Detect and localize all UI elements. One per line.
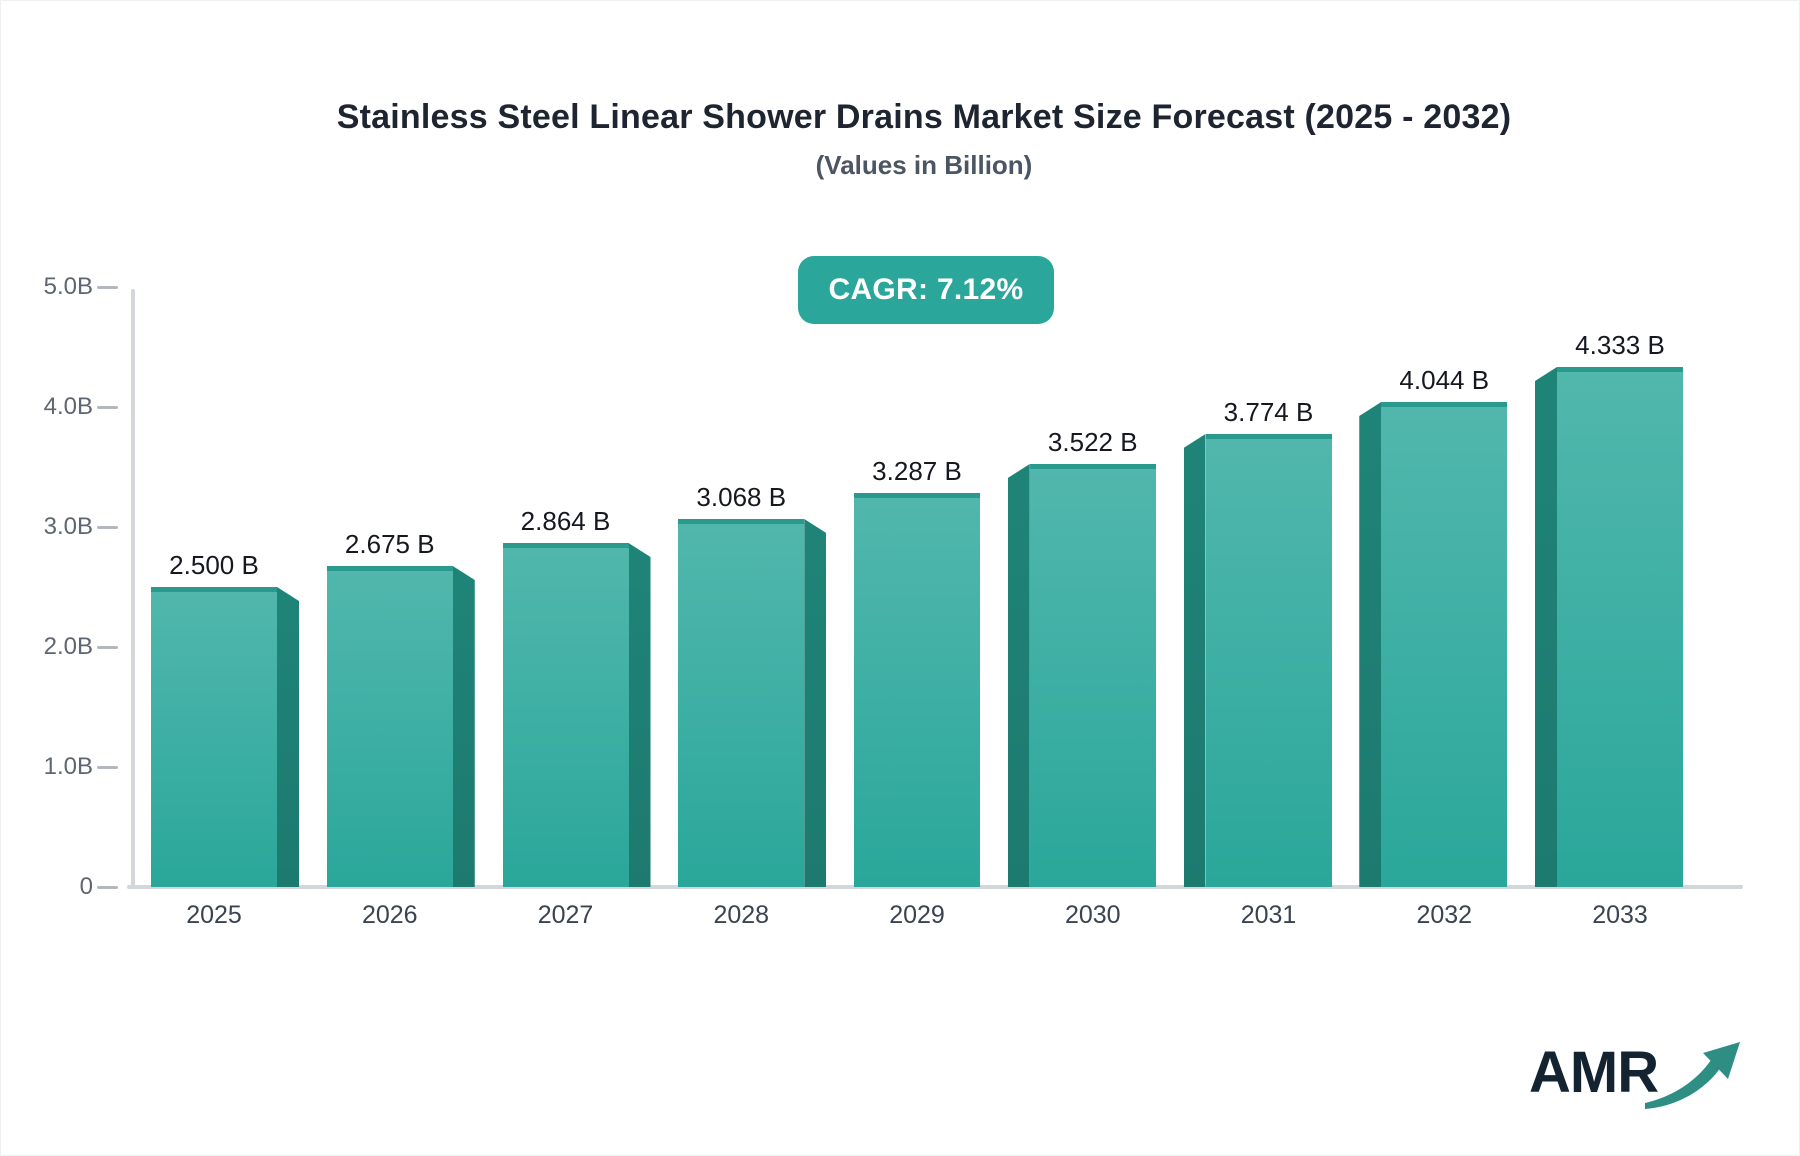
bar-side-face: [1535, 367, 1557, 887]
x-axis-label: 2033: [1592, 901, 1648, 929]
y-axis: 0 1.0B 2.0B 3.0B 4.0B 5.0B: [1, 273, 133, 900]
bar-2029: [854, 493, 980, 887]
x-axis-label: 2028: [713, 901, 770, 929]
amr-logo: AMR: [1529, 1035, 1740, 1121]
amr-logo-text: AMR: [1529, 1040, 1659, 1105]
bar-2027: [502, 543, 629, 887]
x-axis-label: 2031: [1240, 901, 1297, 929]
bar-2032: [1381, 402, 1508, 887]
bar-top-edge: [1205, 434, 1332, 439]
bar-top-edge: [1381, 402, 1508, 407]
bar-value-label: 3.522 B: [1047, 427, 1138, 457]
y-axis-tick: [97, 285, 118, 289]
bar-side-face: [452, 566, 475, 887]
bar-2030: [1029, 464, 1156, 887]
bar-value-label: 2.675 B: [344, 529, 435, 559]
bar-top-edge: [151, 587, 277, 592]
bar-side-face: [277, 587, 299, 887]
y-axis-tick: [97, 885, 118, 889]
x-axis-line: [127, 885, 1743, 889]
bar-2026: [326, 566, 453, 887]
bar-value-label: 2.500 B: [169, 550, 259, 580]
bar-2033: [1557, 367, 1683, 887]
bar-side-face: [628, 543, 651, 887]
bar-side-face: [1007, 464, 1030, 887]
x-axis-label: 2030: [1064, 901, 1121, 929]
bar-value-label: 4.044 B: [1399, 365, 1490, 395]
bar-value-label: 4.333 B: [1575, 330, 1665, 360]
bar-side-face: [1183, 434, 1206, 887]
bar-top-edge: [1029, 464, 1156, 469]
bar-2031: [1205, 434, 1332, 887]
x-axis: 2025 2026 2027 2028 2029 2030 2031 2032 2033: [133, 901, 1743, 941]
bar-top-edge: [1557, 367, 1683, 372]
chart-title: Stainless Steel Linear Shower Drains Mar…: [336, 98, 1512, 136]
bars-area: 2.500 B 2.675 B 2.864 B 3.068 B 3.287 B 3.522…: [133, 287, 1743, 887]
chart-subtitle: (Values in Billion): [815, 150, 1033, 180]
y-axis-tick: [97, 405, 118, 409]
y-axis-label: 1.0B: [43, 753, 93, 780]
x-axis-label: 2026: [361, 901, 418, 929]
bar-value-label: 2.864 B: [520, 506, 611, 536]
cagr-badge: CAGR: 7.12%: [798, 256, 1054, 324]
bar-top-edge: [854, 493, 980, 498]
bar-top-edge: [326, 566, 453, 571]
y-axis-tick: [97, 645, 118, 649]
growth-arrow-icon: [1645, 1042, 1740, 1109]
y-axis-label: 2.0B: [43, 633, 93, 660]
x-axis-label: 2029: [889, 901, 945, 929]
bar-value-label: 3.287 B: [872, 456, 962, 486]
bar-value-label: 3.774 B: [1223, 397, 1314, 427]
x-axis-label: 2032: [1416, 901, 1473, 929]
y-axis-label: 4.0B: [43, 393, 93, 420]
y-axis-tick: [97, 765, 118, 769]
bar-2025: [151, 587, 277, 887]
bar-2028: [678, 519, 805, 887]
bar-side-face: [1359, 402, 1382, 887]
x-axis-label: 2025: [186, 901, 242, 929]
bar-value-label: 3.068 B: [696, 482, 787, 512]
y-axis-label: 0: [79, 873, 93, 900]
y-axis-label: 5.0B: [43, 273, 93, 300]
bar-top-edge: [678, 519, 805, 524]
y-axis-label: 3.0B: [43, 513, 93, 540]
bar-top-edge: [502, 543, 629, 548]
x-axis-label: 2027: [537, 901, 594, 929]
y-axis-tick: [97, 525, 118, 529]
y-axis-line: [131, 289, 135, 887]
bar-side-face: [804, 519, 827, 887]
